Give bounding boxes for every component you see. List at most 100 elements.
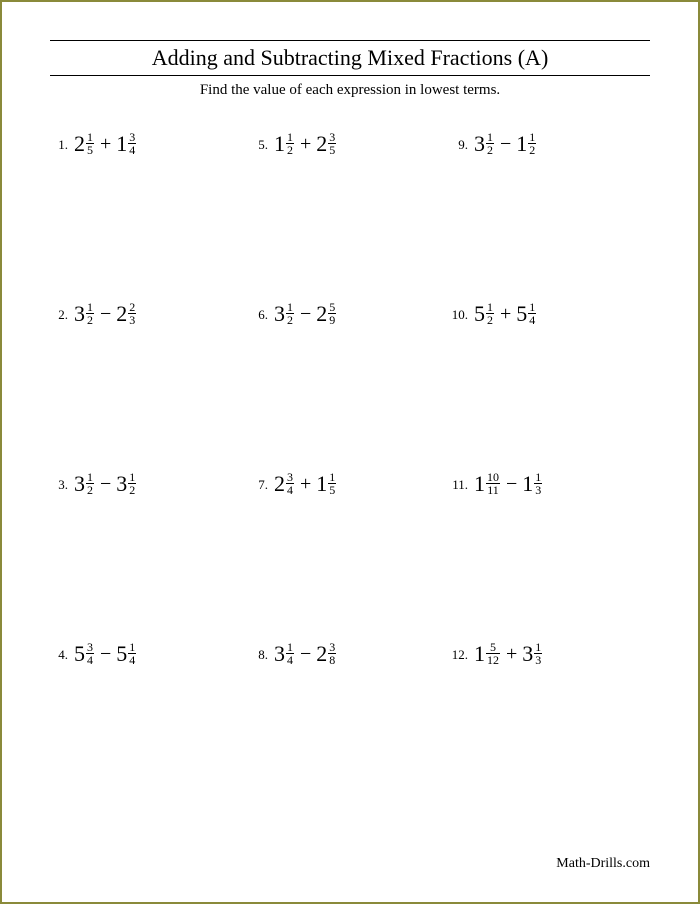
fraction-b: 34 xyxy=(128,131,136,156)
operator: − xyxy=(500,134,511,154)
fraction-a: 14 xyxy=(286,641,294,666)
title-container: Adding and Subtracting Mixed Fractions (… xyxy=(50,40,650,76)
whole-a: 5 xyxy=(74,643,85,665)
whole-b: 3 xyxy=(522,643,533,665)
fraction-a: 12 xyxy=(486,131,494,156)
whole-b: 2 xyxy=(316,643,327,665)
problem-expression: 5 34 − 5 14 xyxy=(74,641,137,666)
fraction-a: 12 xyxy=(86,301,94,326)
whole-b: 2 xyxy=(316,133,327,155)
problem-cell: 4. 5 34 − 5 14 xyxy=(50,637,250,807)
whole-a: 3 xyxy=(74,303,85,325)
worksheet-subtitle: Find the value of each expression in low… xyxy=(50,82,650,99)
problem-expression: 5 12 + 5 14 xyxy=(474,301,537,326)
whole-a: 3 xyxy=(274,643,285,665)
problem-expression: 3 12 − 2 23 xyxy=(74,301,137,326)
whole-b: 1 xyxy=(116,133,127,155)
problem-expression: 1 512 + 3 13 xyxy=(474,641,543,666)
fraction-b: 23 xyxy=(128,301,136,326)
problem-expression: 2 15 + 1 34 xyxy=(74,131,137,156)
problem-number: 2. xyxy=(50,307,68,323)
operator: + xyxy=(300,134,311,154)
problem-cell: 8. 3 14 − 2 38 xyxy=(250,637,450,807)
fraction-b: 12 xyxy=(128,471,136,496)
whole-b: 2 xyxy=(116,303,127,325)
whole-b: 1 xyxy=(316,473,327,495)
whole-a: 2 xyxy=(274,473,285,495)
problem-number: 4. xyxy=(50,647,68,663)
problem-expression: 1 12 + 2 35 xyxy=(274,131,337,156)
problem-cell: 11. 1 1011 − 1 13 xyxy=(450,467,650,637)
footer-credit: Math-Drills.com xyxy=(556,856,650,872)
whole-b: 3 xyxy=(116,473,127,495)
problem-number: 11. xyxy=(450,477,468,493)
problem-expression: 3 12 − 1 12 xyxy=(474,131,537,156)
whole-a: 3 xyxy=(474,133,485,155)
fraction-a: 512 xyxy=(486,641,500,666)
problem-number: 12. xyxy=(450,647,468,663)
problem-cell: 5. 1 12 + 2 35 xyxy=(250,127,450,297)
worksheet-page: Adding and Subtracting Mixed Fractions (… xyxy=(2,2,698,902)
problem-number: 5. xyxy=(250,137,268,153)
whole-b: 2 xyxy=(316,303,327,325)
fraction-a: 1011 xyxy=(486,471,500,496)
operator: − xyxy=(100,304,111,324)
fraction-b: 35 xyxy=(328,131,336,156)
problem-number: 3. xyxy=(50,477,68,493)
fraction-a: 12 xyxy=(286,131,294,156)
problems-grid: 1. 2 15 + 1 34 5. 1 12 + 2 35 9. 3 xyxy=(50,127,650,807)
fraction-a: 12 xyxy=(486,301,494,326)
problem-cell: 10. 5 12 + 5 14 xyxy=(450,297,650,467)
whole-b: 1 xyxy=(516,133,527,155)
operator: + xyxy=(506,644,517,664)
problem-expression: 1 1011 − 1 13 xyxy=(474,471,543,496)
operator: − xyxy=(506,474,517,494)
problem-expression: 3 12 − 3 12 xyxy=(74,471,137,496)
problem-number: 1. xyxy=(50,137,68,153)
fraction-a: 34 xyxy=(86,641,94,666)
problem-number: 7. xyxy=(250,477,268,493)
problem-cell: 3. 3 12 − 3 12 xyxy=(50,467,250,637)
problem-number: 8. xyxy=(250,647,268,663)
problem-expression: 3 14 − 2 38 xyxy=(274,641,337,666)
problem-expression: 3 12 − 2 59 xyxy=(274,301,337,326)
whole-a: 1 xyxy=(474,643,485,665)
fraction-b: 15 xyxy=(328,471,336,496)
operator: − xyxy=(300,644,311,664)
whole-b: 5 xyxy=(516,303,527,325)
fraction-b: 14 xyxy=(528,301,536,326)
problem-cell: 1. 2 15 + 1 34 xyxy=(50,127,250,297)
problem-cell: 12. 1 512 + 3 13 xyxy=(450,637,650,807)
operator: − xyxy=(300,304,311,324)
problem-cell: 6. 3 12 − 2 59 xyxy=(250,297,450,467)
whole-a: 2 xyxy=(74,133,85,155)
fraction-b: 13 xyxy=(534,471,542,496)
operator: + xyxy=(300,474,311,494)
whole-a: 3 xyxy=(74,473,85,495)
fraction-a: 12 xyxy=(86,471,94,496)
problem-number: 6. xyxy=(250,307,268,323)
whole-a: 5 xyxy=(474,303,485,325)
fraction-a: 12 xyxy=(286,301,294,326)
operator: − xyxy=(100,644,111,664)
whole-b: 1 xyxy=(522,473,533,495)
whole-a: 1 xyxy=(274,133,285,155)
problem-cell: 7. 2 34 + 1 15 xyxy=(250,467,450,637)
whole-a: 1 xyxy=(474,473,485,495)
operator: + xyxy=(100,134,111,154)
whole-b: 5 xyxy=(116,643,127,665)
problem-cell: 9. 3 12 − 1 12 xyxy=(450,127,650,297)
problem-number: 10. xyxy=(450,307,468,323)
problem-number: 9. xyxy=(450,137,468,153)
fraction-a: 15 xyxy=(86,131,94,156)
operator: + xyxy=(500,304,511,324)
worksheet-title: Adding and Subtracting Mixed Fractions (… xyxy=(50,45,650,71)
fraction-b: 13 xyxy=(534,641,542,666)
problem-expression: 2 34 + 1 15 xyxy=(274,471,337,496)
fraction-b: 59 xyxy=(328,301,336,326)
fraction-b: 38 xyxy=(328,641,336,666)
operator: − xyxy=(100,474,111,494)
problem-cell: 2. 3 12 − 2 23 xyxy=(50,297,250,467)
whole-a: 3 xyxy=(274,303,285,325)
fraction-a: 34 xyxy=(286,471,294,496)
